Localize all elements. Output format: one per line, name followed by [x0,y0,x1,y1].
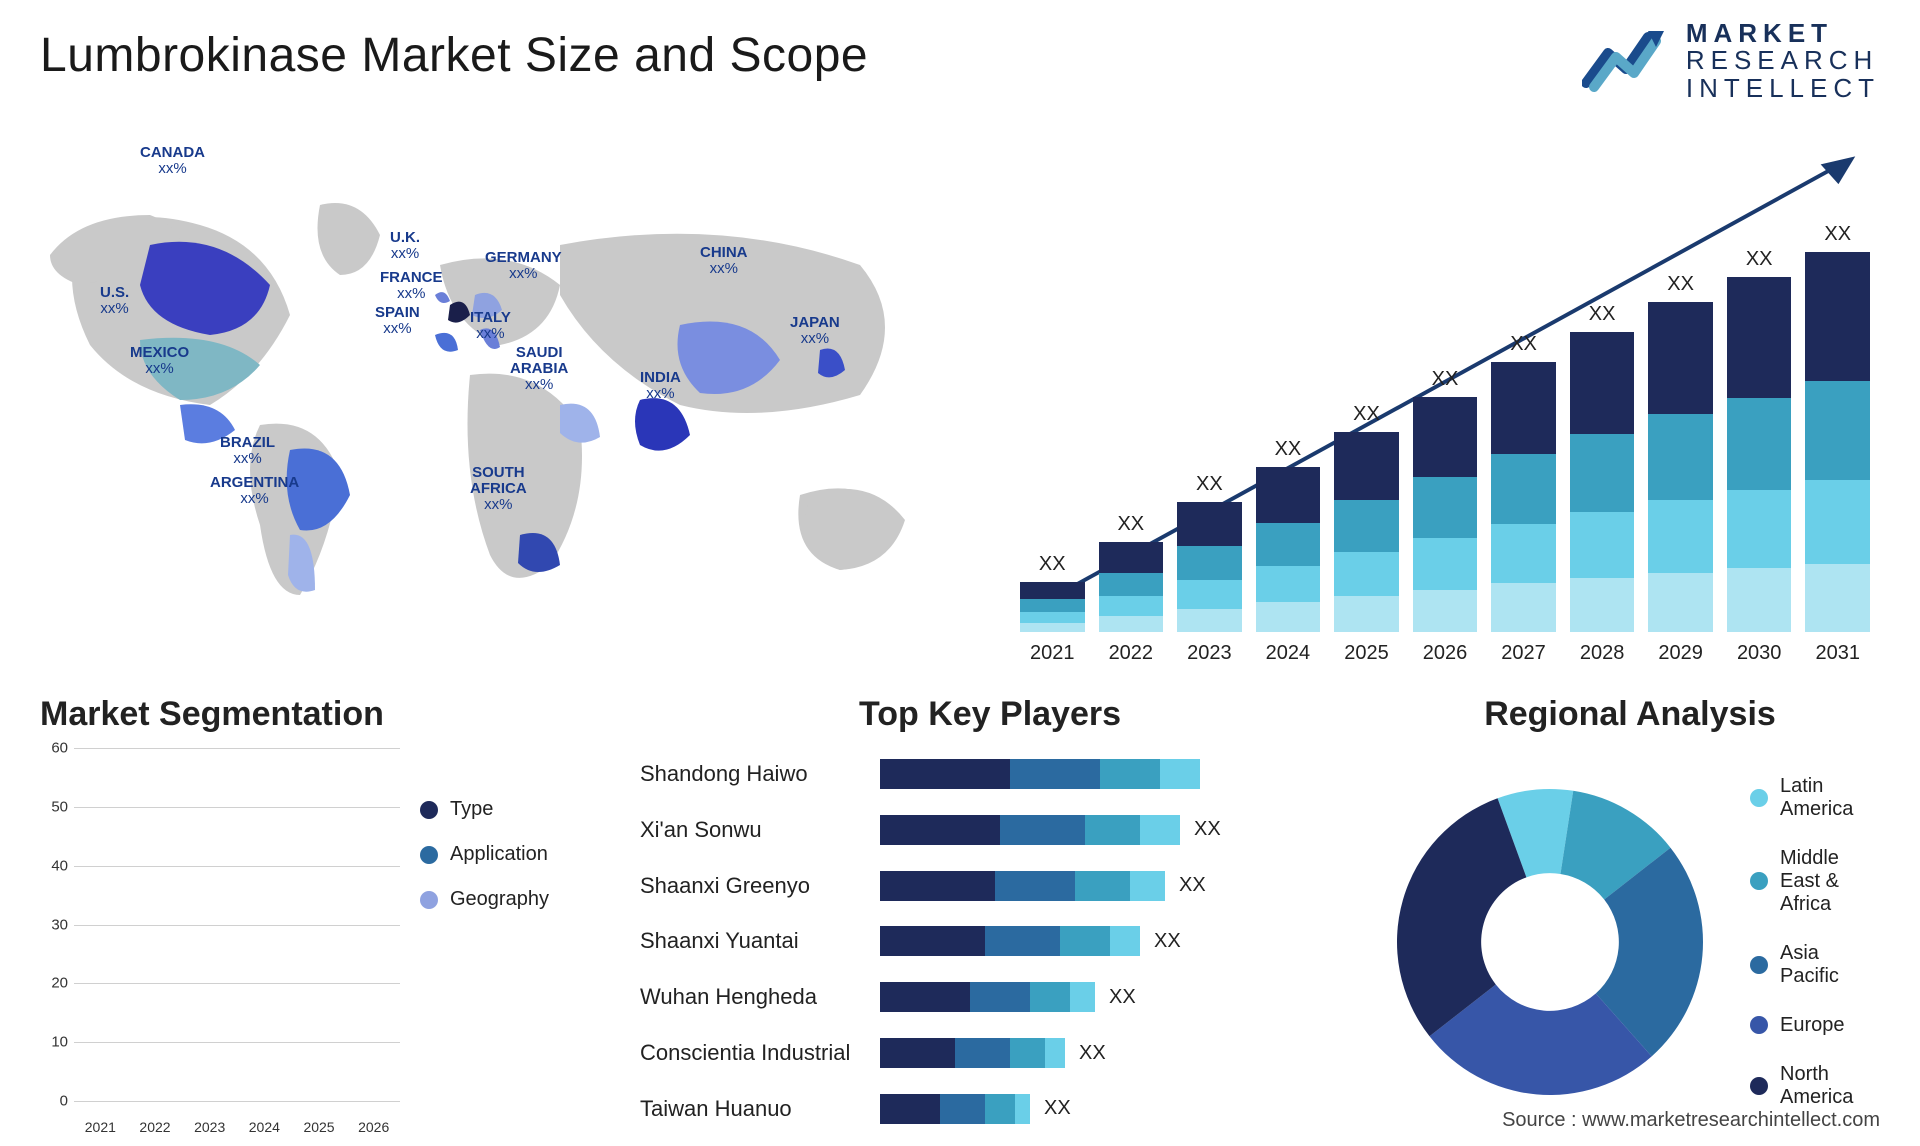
player-row: Wuhan HenghedaXX [640,975,1340,1019]
seg-ytick-40: 40 [40,857,74,874]
seg-xlabel-2025: 2025 [297,1119,342,1135]
logo-mark-icon [1582,29,1672,93]
seg-ytick-30: 30 [40,916,74,933]
player-row: Shaanxi YuantaiXX [640,919,1340,963]
region-title: Regional Analysis [1380,695,1880,734]
map-label-u-s-: U.S.xx% [100,285,129,317]
growth-bar-2026: XX2026 [1413,368,1478,665]
map-label-mexico: MEXICOxx% [130,345,189,377]
segmentation-title: Market Segmentation [40,695,600,734]
map-label-brazil: BRAZILxx% [220,435,275,467]
map-label-france: FRANCExx% [380,270,443,302]
players-title: Top Key Players [640,695,1340,734]
segmentation-chart: 0102030405060 202120222023202420252026 [40,748,400,1135]
player-row: Shandong Haiwo [640,752,1340,796]
growth-bar-2022: XX2022 [1099,513,1164,665]
map-label-china: CHINAxx% [700,245,748,277]
map-label-germany: GERMANYxx% [485,250,562,282]
player-row: Shaanxi GreenyoXX [640,864,1340,908]
growth-bar-2024: XX2024 [1256,438,1321,665]
source-label: Source : www.marketresearchintellect.com [1502,1109,1880,1132]
map-label-argentina: ARGENTINAxx% [210,475,299,507]
seg-legend-geography: Geography [420,888,600,911]
map-label-spain: SPAINxx% [375,305,420,337]
segmentation-panel: Market Segmentation 0 10 20 30 40 50 60 2021 20… [40,695,600,1135]
growth-bar-2029: XX2029 [1648,273,1713,665]
region-donut [1380,772,1720,1112]
growth-bar-2028: XX2028 [1570,303,1635,665]
map-label-japan: JAPANxx% [790,315,840,347]
seg-xlabel-2021: 2021 [78,1119,123,1135]
seg-xlabel-2026: 2026 [351,1119,396,1135]
growth-bar-2030: XX2030 [1727,248,1792,665]
seg-legend-application: Application [420,843,600,866]
growth-bar-2025: XX2025 [1334,403,1399,665]
seg-xlabel-2024: 2024 [242,1119,287,1135]
seg-ytick-20: 20 [40,975,74,992]
map-label-italy: ITALYxx% [470,310,511,342]
growth-bar-2021: XX2021 [1020,553,1085,665]
growth-bar-2023: XX2023 [1177,473,1242,665]
player-row: Conscientia IndustrialXX [640,1031,1340,1075]
world-map-svg [40,105,960,665]
map-label-india: INDIAxx% [640,370,681,402]
seg-ytick-10: 10 [40,1034,74,1051]
region-panel: Regional Analysis Latin America Middle Ea… [1380,695,1880,1135]
growth-bar-2031: XX2031 [1805,223,1870,665]
region-legend: Latin America Middle East & Africa Asia Pa… [1750,775,1880,1109]
logo-text: MARKET RESEARCH INTELLECT [1686,20,1880,102]
seg-legend-type: Type [420,798,600,821]
region-legend-item: Asia Pacific [1750,942,1880,988]
seg-ytick-60: 60 [40,740,74,757]
player-row: Taiwan HuanuoXX [640,1087,1340,1131]
growth-bar-2027: XX2027 [1491,333,1556,665]
brand-logo: MARKET RESEARCH INTELLECT [1582,20,1880,102]
map-label-canada: CANADAxx% [140,145,205,177]
region-legend-item: North America [1750,1063,1880,1109]
player-row: Xi'an SonwuXX [640,808,1340,852]
players-panel: Top Key Players Shandong Haiwo Xi'an Sonw… [640,695,1340,1135]
seg-xlabel-2022: 2022 [133,1119,178,1135]
map-label-south-africa: SOUTH AFRICAxx% [470,465,527,512]
region-legend-item: Middle East & Africa [1750,847,1880,916]
region-legend-item: Latin America [1750,775,1880,821]
segmentation-legend: Type Application Geography [420,748,600,1135]
map-label-saudi-arabia: SAUDI ARABIAxx% [510,345,568,392]
map-label-u-k-: U.K.xx% [390,230,420,262]
region-legend-item: Europe [1750,1014,1880,1037]
seg-ytick-50: 50 [40,798,74,815]
world-map: CANADAxx% U.S.xx%MEXICOxx% BRAZILxx% ARGENT… [40,105,960,665]
seg-xlabel-2023: 2023 [187,1119,232,1135]
growth-chart: XX2021XX2022XX2023XX2024XX2025XX2026XX20… [1010,105,1880,665]
seg-ytick-0: 0 [40,1093,74,1110]
